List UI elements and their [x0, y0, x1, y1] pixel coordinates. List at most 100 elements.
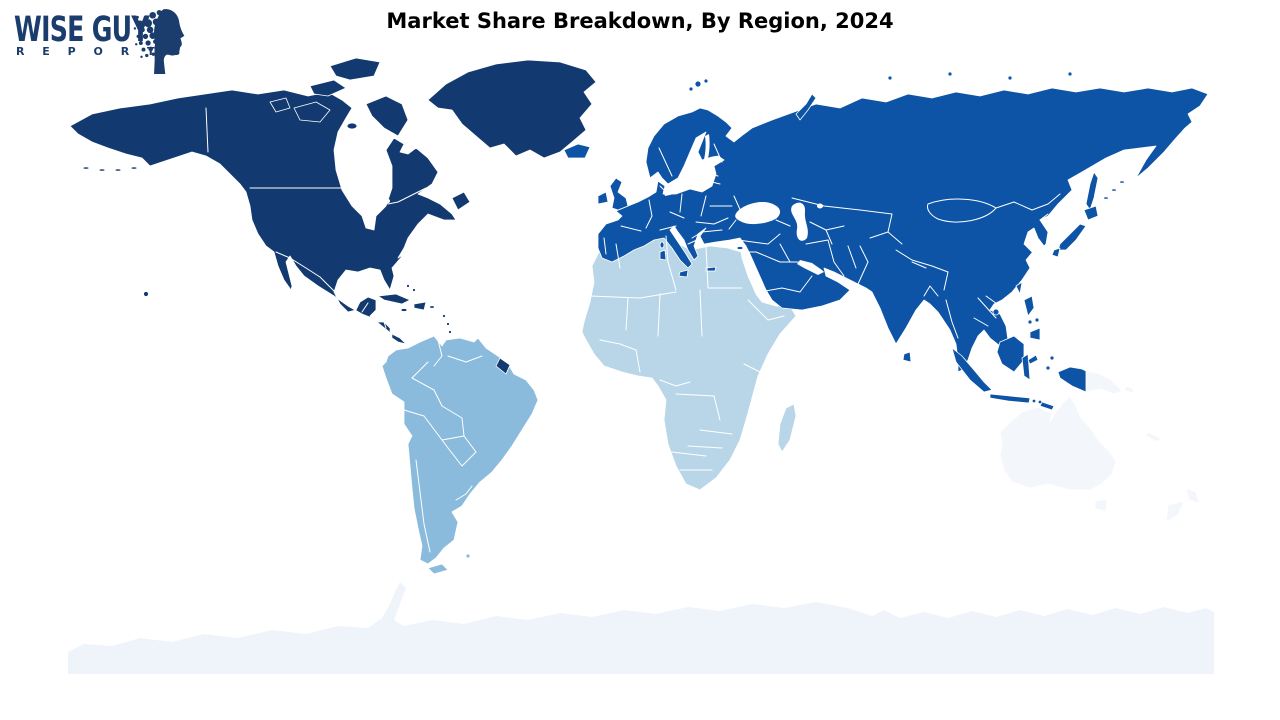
logo-subtitle: R E P O R T S	[16, 45, 188, 58]
great-lake-5	[386, 199, 390, 203]
sardinia	[659, 249, 667, 261]
arctic-island-2	[947, 71, 953, 77]
dotted-head-icon	[133, 9, 185, 74]
region-south-america	[381, 335, 539, 575]
sakhalin	[1085, 171, 1099, 211]
taiwan	[1015, 281, 1023, 295]
aleutian-2	[114, 168, 122, 172]
page-title: Market Share Breakdown, By Region, 2024	[386, 9, 894, 33]
cyprus	[736, 246, 744, 250]
eurasia-mainland	[597, 87, 1209, 373]
iceland	[563, 143, 591, 159]
antarctica	[68, 582, 1214, 674]
banks-island	[269, 97, 291, 113]
inland-seas	[353, 134, 824, 275]
timor	[1039, 401, 1055, 411]
devon-island	[309, 79, 347, 97]
lesser-sunda-1	[1031, 398, 1037, 404]
logo: WISE GUY R E P O R T S	[14, 8, 204, 78]
united-kingdom	[609, 177, 629, 211]
corsica	[659, 241, 665, 249]
sri-lanka	[902, 351, 912, 363]
sicily	[678, 269, 689, 278]
great-lake-2	[362, 197, 366, 201]
ellesmere-island	[329, 57, 381, 81]
persian-gulf	[797, 260, 824, 275]
victoria-island	[293, 101, 331, 123]
borders-central-asia	[791, 197, 903, 245]
sumatra	[951, 347, 993, 393]
french-guiana	[495, 357, 511, 375]
newfoundland	[451, 191, 471, 211]
baltic-sea	[663, 134, 710, 196]
hawaii	[143, 291, 149, 297]
region-europe-asia	[563, 71, 1209, 411]
moluccas-1	[1045, 365, 1051, 371]
svalbard-2	[703, 78, 709, 84]
tasmania	[1094, 498, 1108, 512]
region-oceania	[999, 370, 1200, 523]
west-new-guinea	[1057, 366, 1087, 393]
philippines-visayas-2	[1034, 317, 1040, 323]
borneo	[996, 335, 1025, 373]
region-north-america	[69, 57, 597, 375]
lesser-sunda-2	[1037, 399, 1043, 405]
tierra-del-fuego	[427, 563, 449, 575]
aleutian-1	[130, 166, 138, 170]
svalbard	[694, 80, 702, 88]
bahamas-2	[412, 288, 416, 292]
java	[989, 393, 1031, 404]
sulawesi-arm	[1027, 354, 1039, 365]
great-lake-4	[377, 199, 383, 205]
greenland	[427, 59, 597, 159]
hispaniola	[413, 301, 427, 311]
australia	[999, 395, 1117, 491]
japan-kyushu	[1051, 247, 1061, 258]
philippines-luzon	[1023, 295, 1035, 317]
lesser-antilles-3	[448, 330, 452, 334]
aleutian-4	[82, 166, 90, 170]
borders-europe	[603, 143, 743, 255]
sulawesi	[1021, 353, 1031, 381]
arctic-island-3	[1007, 75, 1013, 81]
new-caledonia	[1145, 431, 1161, 443]
borders-africa	[589, 235, 785, 471]
ireland	[597, 191, 609, 205]
hainan	[992, 308, 1000, 316]
lesser-antilles-2	[446, 322, 450, 326]
borders-middle-east	[737, 219, 857, 293]
japan-honshu	[1057, 223, 1087, 251]
great-lake-3	[370, 195, 374, 199]
bahamas-1	[406, 284, 410, 288]
japan-hokkaido	[1083, 205, 1099, 221]
philippines-visayas	[1027, 319, 1033, 325]
novaya-zemlya	[795, 93, 817, 121]
philippines-mindanao	[1029, 327, 1041, 341]
puerto-rico	[429, 305, 435, 309]
southampton-island	[346, 122, 358, 130]
logo-wordmark: WISE GUY	[14, 10, 150, 50]
south-america-mainland	[381, 335, 539, 565]
aleutian-3	[98, 168, 106, 172]
jamaica	[400, 308, 408, 312]
crete	[705, 266, 717, 272]
borders-north-america	[205, 107, 427, 337]
moluccas-2	[1049, 355, 1055, 361]
arctic-island-1	[887, 75, 893, 81]
lesser-antilles-1	[442, 314, 446, 318]
borders-southeast-asia	[945, 295, 1001, 339]
madagascar	[777, 403, 797, 453]
svalbard-3	[688, 86, 694, 92]
new-britain	[1123, 385, 1135, 394]
falkland-islands	[465, 553, 471, 559]
caspian-sea	[791, 202, 808, 241]
new-zealand-south	[1165, 500, 1185, 523]
country-borders	[205, 107, 1061, 553]
black-sea	[735, 202, 781, 225]
borders-east-asia	[857, 193, 1061, 297]
kuril-2	[1111, 188, 1117, 192]
baffin-island	[365, 95, 409, 137]
kuril-3	[1119, 180, 1125, 184]
new-zealand-north	[1185, 487, 1200, 504]
